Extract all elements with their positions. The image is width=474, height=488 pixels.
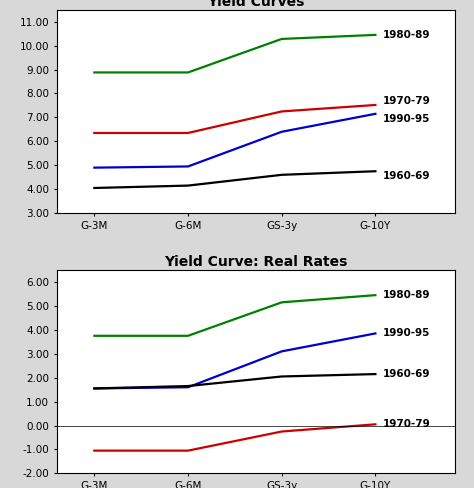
Title: Yield Curve: Real Rates: Yield Curve: Real Rates [164,255,347,269]
Text: 1970-79: 1970-79 [383,96,431,106]
Text: 1990-95: 1990-95 [383,114,430,124]
Text: 1980-89: 1980-89 [383,290,430,300]
Text: 1960-69: 1960-69 [383,369,430,379]
Text: 1980-89: 1980-89 [383,30,430,40]
Text: 1960-69: 1960-69 [383,170,430,181]
Title: Yield Curves: Yield Curves [207,0,305,9]
Text: 1970-79: 1970-79 [383,419,431,429]
Text: 1990-95: 1990-95 [383,328,430,338]
